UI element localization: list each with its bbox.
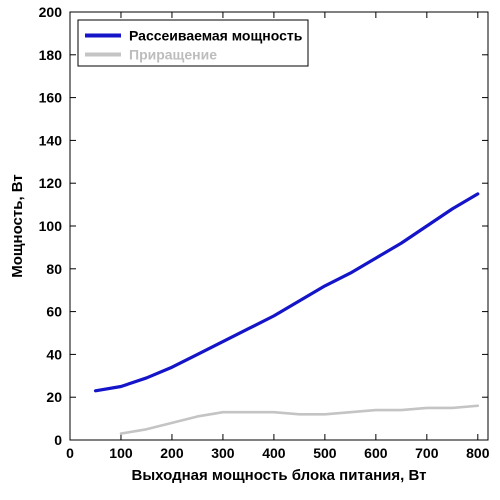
line-chart: 0 100 200 300 400 500 600 700 800 0 20 40 60 80 100 120… xyxy=(0,0,500,500)
x-tick-label: 0 xyxy=(66,445,74,461)
y-tick-label: 120 xyxy=(39,175,63,191)
y-axis-label: Мощность, Вт xyxy=(9,174,26,278)
x-axis-label: Выходная мощность блока питания, Вт xyxy=(132,467,427,484)
chart-bg xyxy=(0,0,500,500)
y-tick-label: 20 xyxy=(46,389,62,405)
legend-label: Рассеиваемая мощность xyxy=(129,28,303,44)
legend-swatch xyxy=(85,53,121,57)
y-tick-label: 160 xyxy=(39,90,63,106)
x-tick-label: 800 xyxy=(466,445,490,461)
legend-swatch xyxy=(85,34,121,38)
y-tick-label: 200 xyxy=(39,4,63,20)
y-tick-label: 140 xyxy=(39,132,63,148)
x-tick-label: 300 xyxy=(211,445,235,461)
y-tick-label: 0 xyxy=(54,432,62,448)
x-tick-label: 500 xyxy=(313,445,337,461)
y-tick-label: 60 xyxy=(46,304,62,320)
y-tick-label: 180 xyxy=(39,47,63,63)
y-tick-label: 40 xyxy=(46,346,62,362)
x-tick-label: 600 xyxy=(364,445,388,461)
x-tick-label: 700 xyxy=(415,445,439,461)
x-tick-label: 400 xyxy=(262,445,286,461)
x-tick-label: 200 xyxy=(160,445,184,461)
chart-canvas: 0 100 200 300 400 500 600 700 800 0 20 40 60 80 100 120… xyxy=(0,0,500,500)
legend-label: Приращение xyxy=(129,47,217,63)
y-tick-label: 100 xyxy=(39,218,63,234)
x-tick-label: 100 xyxy=(109,445,133,461)
y-tick-label: 80 xyxy=(46,261,62,277)
